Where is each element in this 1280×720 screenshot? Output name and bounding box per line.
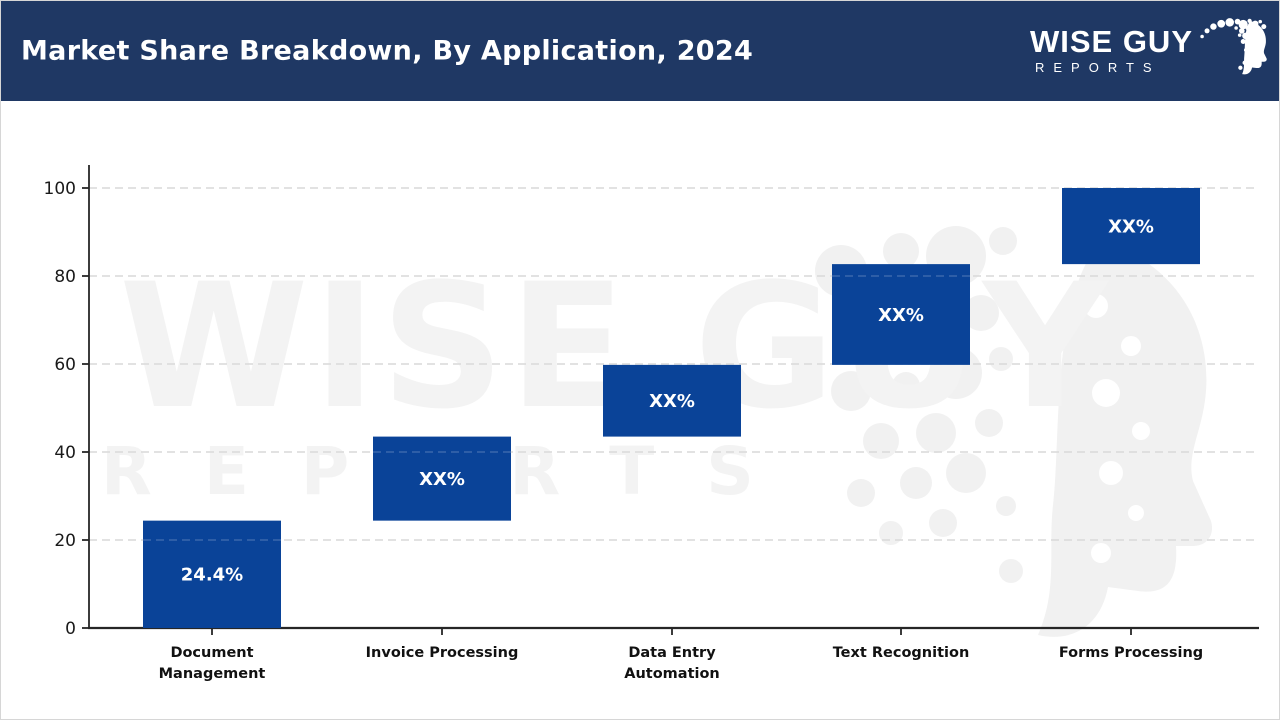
waterfall-chart: 0 20 40 60 80 100 24.4% Document Management XX% In… [44, 165, 1259, 682]
bar-invoice-processing [373, 436, 511, 521]
wise-guy-logo: WISE GUY REPORTS [1030, 9, 1273, 91]
bar-forms-processing [1062, 188, 1200, 265]
chart-title: Market Share Breakdown, By Application, … [21, 35, 754, 67]
x-category-label-forms-processing: Forms Processing [1059, 645, 1203, 661]
y-tick-label-80: 80 [54, 267, 76, 287]
bar-value-label-invoice-processing: XX% [419, 469, 465, 490]
logo-wordmark: WISE GUY [1029, 24, 1193, 59]
y-tick-label-20: 20 [54, 531, 76, 551]
bar-value-label-data-entry-automation: XX% [649, 391, 695, 412]
bar-value-label-forms-processing: XX% [1108, 216, 1154, 237]
bar-value-label-document-management: 24.4% [181, 565, 243, 586]
bar-data-entry-automation [603, 364, 741, 437]
x-category-label-text-recognition: Text Recognition [833, 645, 970, 661]
x-category-label-document-management: Document Management [159, 645, 266, 682]
chart-canvas: WISE GUY REPORTS 02040608010024.4%Docume… [1, 101, 1279, 719]
bar-value-label-text-recognition: XX% [878, 305, 924, 326]
bar-text-recognition [832, 264, 970, 365]
y-tick-label-60: 60 [54, 355, 76, 375]
logo-text: WISE GUY REPORTS [1030, 26, 1193, 74]
y-tick-label-100: 100 [44, 179, 76, 199]
x-category-label-data-entry-automation: Data Entry Automation [624, 645, 720, 682]
x-category-label-invoice-processing: Invoice Processing [366, 645, 519, 661]
bar-document-management [143, 520, 281, 628]
logo-head-icon [1200, 18, 1267, 75]
logo-subtext: REPORTS [1034, 60, 1161, 75]
header-band: Market Share Breakdown, By Application, … [1, 1, 1279, 101]
y-tick-label-0: 0 [65, 619, 76, 639]
y-tick-label-40: 40 [54, 443, 76, 463]
